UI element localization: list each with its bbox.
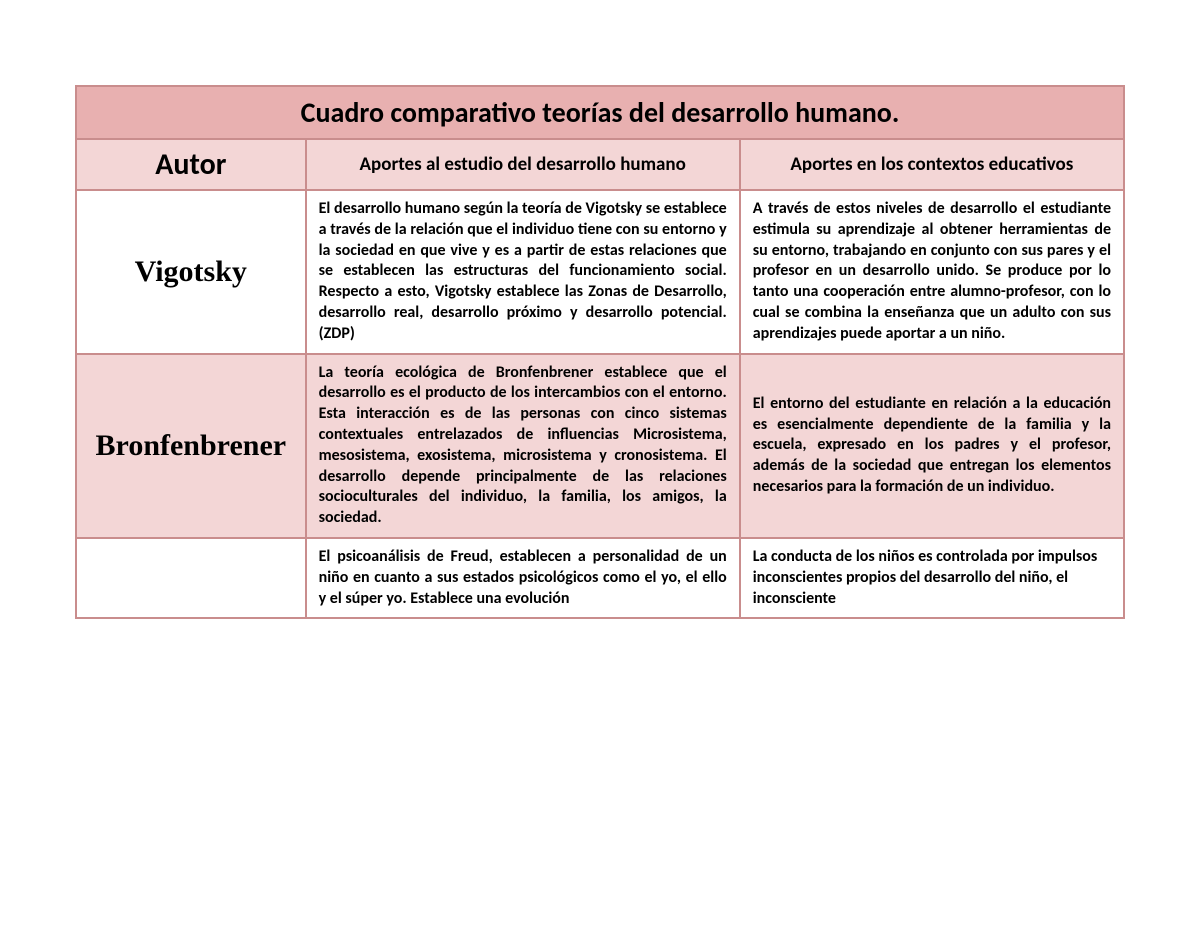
author-cell: Vigotsky [76, 190, 306, 354]
author-cell [76, 538, 306, 618]
header-row: Autor Aportes al estudio del desarrollo … [76, 139, 1124, 190]
contextos-cell: La conducta de los niños es controlada p… [740, 538, 1124, 618]
contextos-cell: A través de estos niveles de desarrollo … [740, 190, 1124, 354]
table-row: Bronfenbrener La teoría ecológica de Bro… [76, 354, 1124, 538]
contextos-cell: El entorno del estudiante en relación a … [740, 354, 1124, 538]
header-contextos: Aportes en los contextos educativos [740, 139, 1124, 190]
table-row: Vigotsky El desarrollo humano según la t… [76, 190, 1124, 354]
comparative-table: Cuadro comparativo teorías del desarroll… [75, 85, 1125, 619]
author-cell: Bronfenbrener [76, 354, 306, 538]
title-row: Cuadro comparativo teorías del desarroll… [76, 86, 1124, 139]
aportes-cell: El desarrollo humano según la teoría de … [306, 190, 740, 354]
header-author: Autor [76, 139, 306, 190]
table-title: Cuadro comparativo teorías del desarroll… [76, 86, 1124, 139]
aportes-cell: El psicoanálisis de Freud, establecen a … [306, 538, 740, 618]
aportes-cell: La teoría ecológica de Bronfenbrener est… [306, 354, 740, 538]
header-aportes: Aportes al estudio del desarrollo humano [306, 139, 740, 190]
table-row: El psicoanálisis de Freud, establecen a … [76, 538, 1124, 618]
